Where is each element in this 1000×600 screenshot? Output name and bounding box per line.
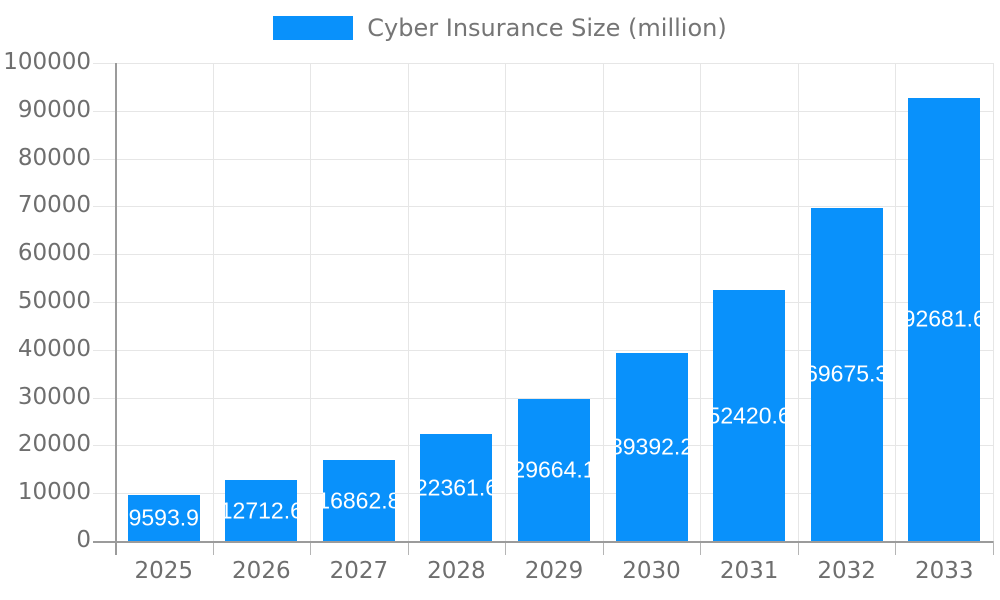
gridline-vertical bbox=[895, 63, 897, 541]
x-axis-tick bbox=[993, 541, 994, 555]
y-tick-label: 90000 bbox=[17, 96, 91, 123]
bar-value-label: 9593.9 bbox=[128, 504, 199, 531]
bar[interactable]: 92681.6 bbox=[908, 97, 981, 541]
bar-value-label: 92681.6 bbox=[908, 305, 981, 332]
gridline-horizontal bbox=[93, 206, 993, 208]
y-tick-label: 80000 bbox=[17, 144, 91, 171]
x-axis-tick bbox=[797, 541, 799, 555]
gridline-horizontal bbox=[93, 302, 993, 303]
x-axis-tick bbox=[895, 541, 897, 555]
x-axis-tick bbox=[212, 541, 214, 555]
y-tick-label: 50000 bbox=[17, 288, 91, 314]
bar[interactable]: 29664.1 bbox=[518, 399, 590, 541]
bar-value-label: 69675.3 bbox=[810, 360, 883, 387]
gridline-vertical bbox=[993, 63, 994, 541]
y-axis-line bbox=[115, 63, 117, 555]
y-tick-label: 60000 bbox=[17, 240, 91, 267]
gridline-vertical bbox=[505, 63, 507, 541]
gridline-horizontal bbox=[93, 254, 993, 256]
legend-swatch bbox=[273, 16, 354, 40]
gridline-vertical bbox=[407, 63, 409, 541]
x-tick-label: 2026 bbox=[232, 558, 291, 584]
x-tick-label: 2027 bbox=[329, 558, 389, 584]
y-tick-label: 70000 bbox=[17, 192, 91, 219]
gridline-vertical bbox=[797, 63, 799, 541]
x-axis-tick bbox=[602, 541, 604, 555]
y-tick-label: 100000 bbox=[3, 49, 91, 75]
y-tick-label: 20000 bbox=[17, 431, 91, 458]
bar-value-label: 52420.6 bbox=[713, 402, 786, 429]
bar[interactable]: 22361.6 bbox=[420, 434, 493, 541]
bar[interactable]: 39392.2 bbox=[615, 352, 688, 541]
x-axis-tick bbox=[700, 541, 702, 555]
gridline-horizontal bbox=[93, 110, 993, 112]
x-tick-label: 2030 bbox=[622, 558, 681, 584]
bar-value-label: 22361.6 bbox=[420, 474, 493, 501]
bar[interactable]: 12712.6 bbox=[225, 480, 298, 541]
gridline-horizontal bbox=[93, 349, 993, 351]
bar[interactable]: 52420.6 bbox=[713, 290, 786, 541]
x-tick-label: 2029 bbox=[524, 558, 584, 584]
legend[interactable]: Cyber Insurance Size (million) bbox=[0, 14, 1000, 42]
gridline-horizontal bbox=[93, 397, 993, 399]
gridline-vertical bbox=[212, 63, 214, 541]
x-axis-tick bbox=[407, 541, 409, 555]
y-tick-label: 10000 bbox=[17, 479, 91, 506]
gridline-vertical bbox=[310, 63, 312, 541]
y-tick-label: 30000 bbox=[17, 383, 91, 410]
bar-value-label: 12712.6 bbox=[225, 497, 298, 524]
gridline-horizontal bbox=[93, 63, 993, 64]
x-tick-label: 2025 bbox=[134, 558, 194, 584]
gridline-horizontal bbox=[93, 158, 993, 160]
gridline-vertical bbox=[602, 63, 604, 541]
bar[interactable]: 9593.9 bbox=[127, 495, 200, 541]
y-tick-label: 0 bbox=[76, 527, 91, 553]
x-axis-tick bbox=[505, 541, 507, 555]
x-tick-label: 2032 bbox=[817, 558, 876, 584]
gridline-vertical bbox=[700, 63, 702, 541]
x-tick-label: 2033 bbox=[914, 558, 974, 584]
y-tick-label: 40000 bbox=[17, 335, 91, 362]
bar[interactable]: 69675.3 bbox=[810, 207, 883, 541]
bar-value-label: 16862.8 bbox=[322, 487, 395, 514]
legend-label: Cyber Insurance Size (million) bbox=[367, 14, 727, 42]
x-tick-label: 2028 bbox=[427, 558, 486, 584]
bar-value-label: 29664.1 bbox=[518, 456, 590, 483]
x-tick-label: 2031 bbox=[719, 558, 779, 584]
bar-value-label: 39392.2 bbox=[615, 433, 688, 460]
x-axis-line bbox=[93, 541, 993, 543]
bar[interactable]: 16862.8 bbox=[322, 460, 395, 541]
x-axis-tick bbox=[310, 541, 312, 555]
